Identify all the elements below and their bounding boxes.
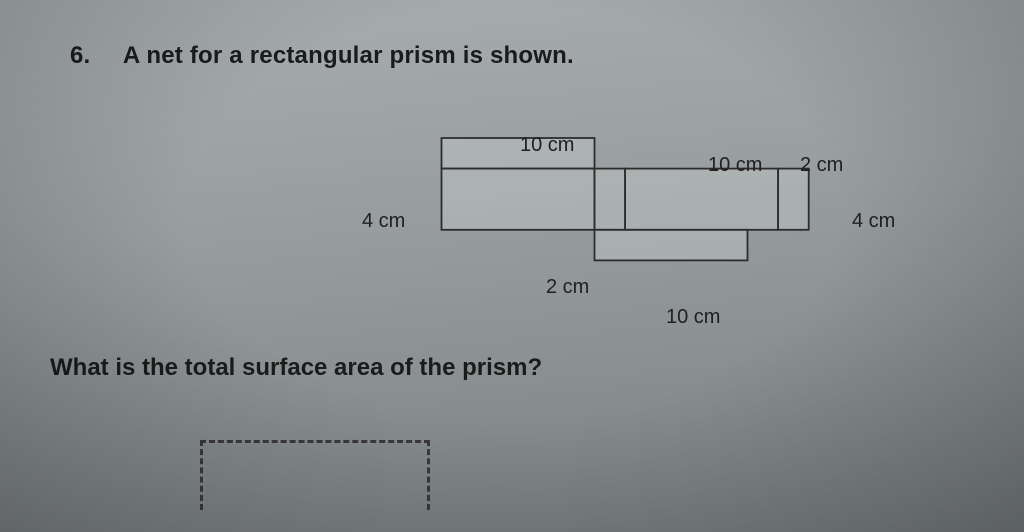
net-right-face	[625, 169, 778, 230]
net-bottom-flap	[595, 230, 748, 261]
net-end-face	[778, 169, 809, 230]
dim-label-top10: 10 cm	[520, 134, 574, 157]
dim-label-endTop2: 2 cm	[800, 154, 843, 177]
question-prompt: What is the total surface area of the pr…	[50, 354, 542, 382]
question-number: 6.	[70, 42, 116, 70]
net-svg	[400, 120, 870, 300]
answer-input-box[interactable]	[200, 440, 430, 510]
question-stem: A net for a rectangular prism is shown.	[123, 42, 574, 69]
question-line: 6. A net for a rectangular prism is show…	[70, 42, 574, 70]
dim-label-midTop10: 10 cm	[708, 154, 762, 177]
net-mid-face	[595, 169, 626, 230]
dim-label-right4: 4 cm	[852, 210, 895, 233]
net-diagram: 10 cm10 cm2 cm4 cm4 cm2 cm10 cm	[400, 120, 870, 300]
dim-label-bottom2: 2 cm	[546, 276, 589, 299]
net-left-face	[442, 169, 595, 230]
dim-label-bottom10: 10 cm	[666, 306, 720, 329]
dim-label-left4: 4 cm	[362, 210, 405, 233]
